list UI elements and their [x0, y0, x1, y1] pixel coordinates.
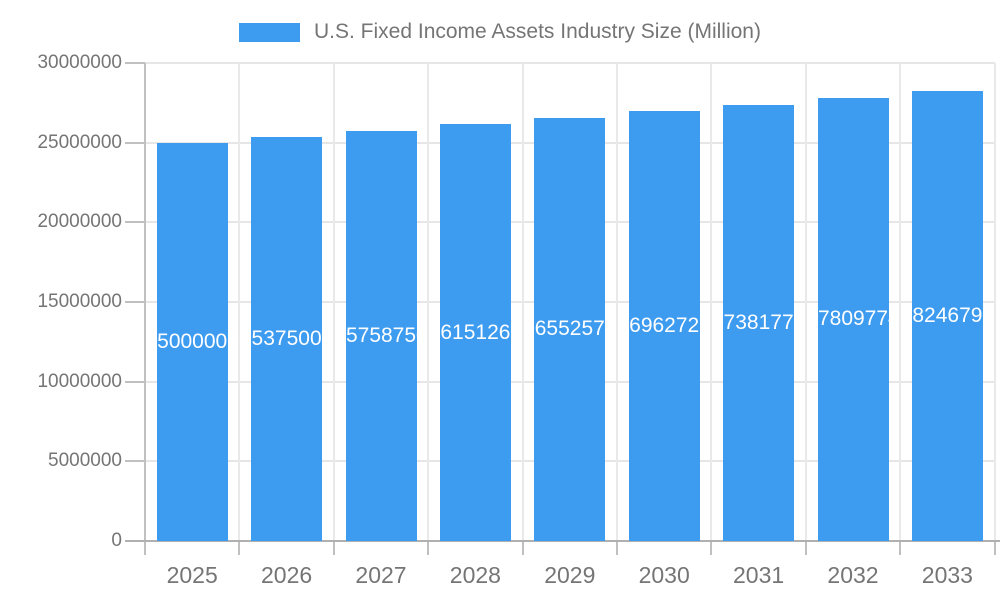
bar[interactable]: 25758750	[334, 130, 428, 541]
x-gridline	[710, 63, 713, 541]
y-axis-tick	[125, 460, 145, 463]
x-gridline	[238, 63, 241, 541]
y-axis-label: 0	[111, 530, 122, 551]
x-axis-label: 2029	[544, 562, 596, 588]
x-axis-label: 2033	[921, 562, 973, 588]
bar[interactable]: 27809774	[806, 97, 900, 541]
bar-value-label: 25375000	[239, 326, 334, 350]
y-axis-label: 25000000	[37, 131, 122, 153]
bar-value-label: 25758750	[334, 323, 428, 347]
y-axis-line	[144, 63, 146, 555]
y-gridline	[145, 62, 995, 64]
bar[interactable]: 28246795	[901, 90, 994, 541]
y-axis-label: 20000000	[37, 211, 122, 233]
x-gridline	[616, 63, 618, 541]
x-axis-label: 2026	[261, 562, 313, 588]
x-axis-tick	[616, 541, 618, 555]
bar-value-label: 28246795	[900, 303, 995, 327]
x-axis-tick	[804, 541, 807, 555]
x-axis-line	[125, 540, 1000, 542]
bar-value-label: 25000000	[145, 329, 239, 353]
chart-title: U.S. Fixed Income Assets Industry Size (…	[314, 20, 761, 43]
bar-value-label: 27809774	[806, 307, 900, 331]
y-axis-label: 15000000	[37, 291, 122, 312]
legend-swatch[interactable]	[239, 22, 300, 42]
bar[interactable]: 27381777	[712, 104, 805, 541]
legend[interactable]: U.S. Fixed Income Assets Industry Size (…	[0, 20, 1000, 44]
x-gridline	[993, 63, 996, 541]
x-axis-tick	[427, 541, 430, 555]
x-gridline	[427, 63, 430, 541]
y-axis-label: 10000000	[37, 370, 122, 392]
x-axis-label: 2031	[733, 562, 785, 588]
bar[interactable]: 26151266	[429, 124, 522, 541]
x-axis-tick	[521, 541, 524, 555]
x-gridline	[332, 63, 335, 541]
bar-value-label: 27381777	[711, 310, 806, 334]
x-axis-label: 2032	[827, 562, 879, 588]
y-axis-tick	[125, 301, 145, 303]
bar-value-label: 26151266	[428, 320, 523, 344]
bar[interactable]: 26552571	[523, 117, 617, 541]
bar-value-label: 26552571	[523, 317, 617, 341]
y-axis-tick	[125, 62, 145, 64]
x-gridline	[804, 63, 807, 541]
y-axis-label: 30000000	[37, 52, 122, 73]
x-axis-tick	[710, 541, 713, 555]
x-gridline	[521, 63, 524, 541]
y-axis-tick	[125, 380, 145, 383]
x-axis-label: 2028	[449, 562, 501, 588]
x-axis-label: 2030	[638, 562, 690, 588]
x-axis-label: 2025	[166, 562, 218, 588]
y-axis-tick	[125, 221, 145, 224]
x-axis-tick	[899, 541, 902, 555]
x-gridline	[899, 63, 902, 541]
bar[interactable]: 25000000	[145, 142, 239, 541]
y-axis-label: 5000000	[48, 450, 122, 472]
bar[interactable]: 26962722	[617, 111, 711, 541]
bar[interactable]: 25375000	[240, 136, 333, 541]
x-axis-tick	[993, 541, 996, 555]
x-axis-label: 2027	[355, 562, 407, 588]
bar-value-label: 26962722	[617, 314, 711, 338]
y-axis-tick	[125, 141, 145, 144]
x-axis-tick	[238, 541, 241, 555]
x-axis-tick	[332, 541, 335, 555]
